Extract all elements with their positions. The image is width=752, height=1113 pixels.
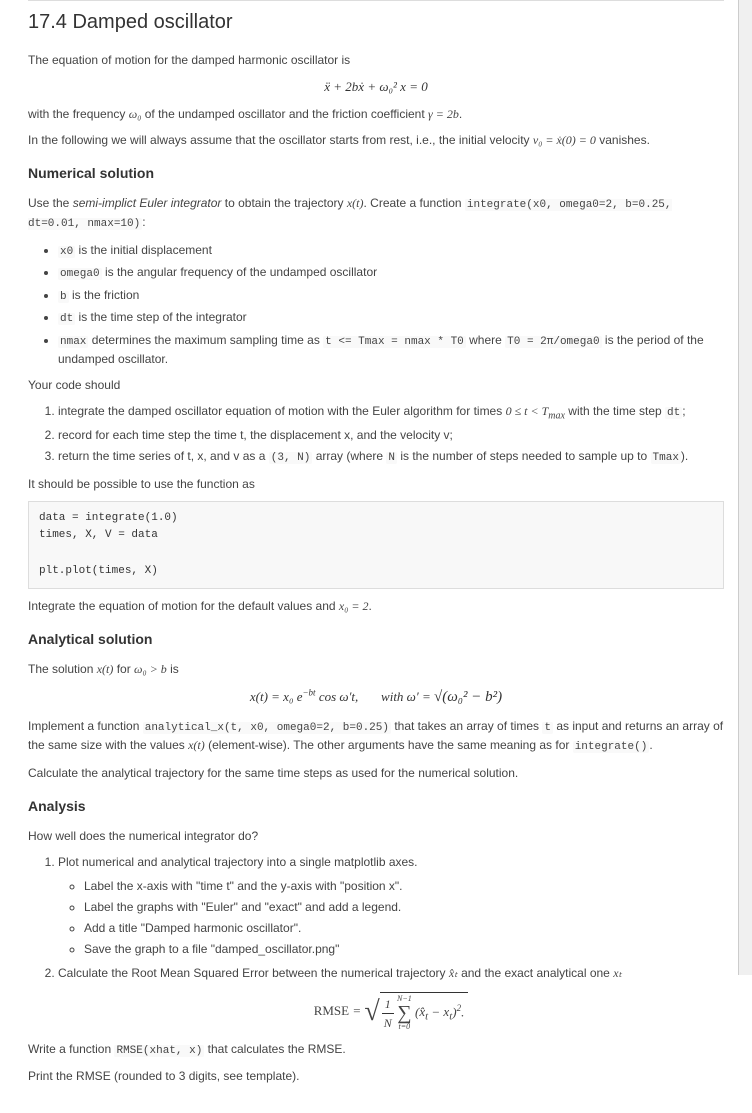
- frequency-paragraph: with the frequency ω₀ of the undamped os…: [28, 105, 724, 123]
- intro-paragraph: The equation of motion for the damped ha…: [28, 51, 724, 69]
- heading-numerical: Numerical solution: [28, 163, 724, 184]
- print-paragraph: Print the RMSE (rounded to 3 digits, see…: [28, 1067, 724, 1085]
- numerical-instruction: Use the semi-implict Euler integrator to…: [28, 194, 724, 233]
- write-fn-paragraph: Write a function RMSE(xhat, x) that calc…: [28, 1040, 724, 1060]
- equation-solution: x(t) = x₀ e−bt cos ω′t, with ω′ = √(ω₀² …: [28, 686, 724, 709]
- howwell-paragraph: How well does the numerical integrator d…: [28, 827, 724, 845]
- param-list: x0 is the initial displacement omega0 is…: [28, 241, 724, 369]
- usage-label: It should be possible to use the functio…: [28, 475, 724, 493]
- equation-of-motion: ẍ + 2bẋ + ω₀² x = 0: [28, 77, 724, 97]
- requirements-list: integrate the damped oscillator equation…: [28, 402, 724, 467]
- analysis-list: Plot numerical and analytical trajectory…: [28, 853, 724, 1032]
- scrollbar-track[interactable]: [738, 0, 752, 975]
- page-title: 17.4 Damped oscillator: [28, 7, 724, 37]
- heading-analytical: Analytical solution: [28, 629, 724, 650]
- calc-instruction: Calculate the analytical trajectory for …: [28, 764, 724, 782]
- implement-paragraph: Implement a function analytical_x(t, x0,…: [28, 717, 724, 756]
- code-block-usage: data = integrate(1.0) times, X, V = data…: [28, 501, 724, 589]
- initial-condition-paragraph: In the following we will always assume t…: [28, 131, 724, 149]
- equation-rmse: RMSE = √ 1 N N−1 ∑ t=0 (x̂t − xt)2.: [58, 992, 724, 1032]
- integrate-instruction: Integrate the equation of motion for the…: [28, 597, 724, 615]
- your-code-label: Your code should: [28, 376, 724, 394]
- top-divider: [28, 0, 724, 1]
- analytical-intro: The solution x(t) for ω₀ > b is: [28, 660, 724, 678]
- heading-analysis: Analysis: [28, 796, 724, 817]
